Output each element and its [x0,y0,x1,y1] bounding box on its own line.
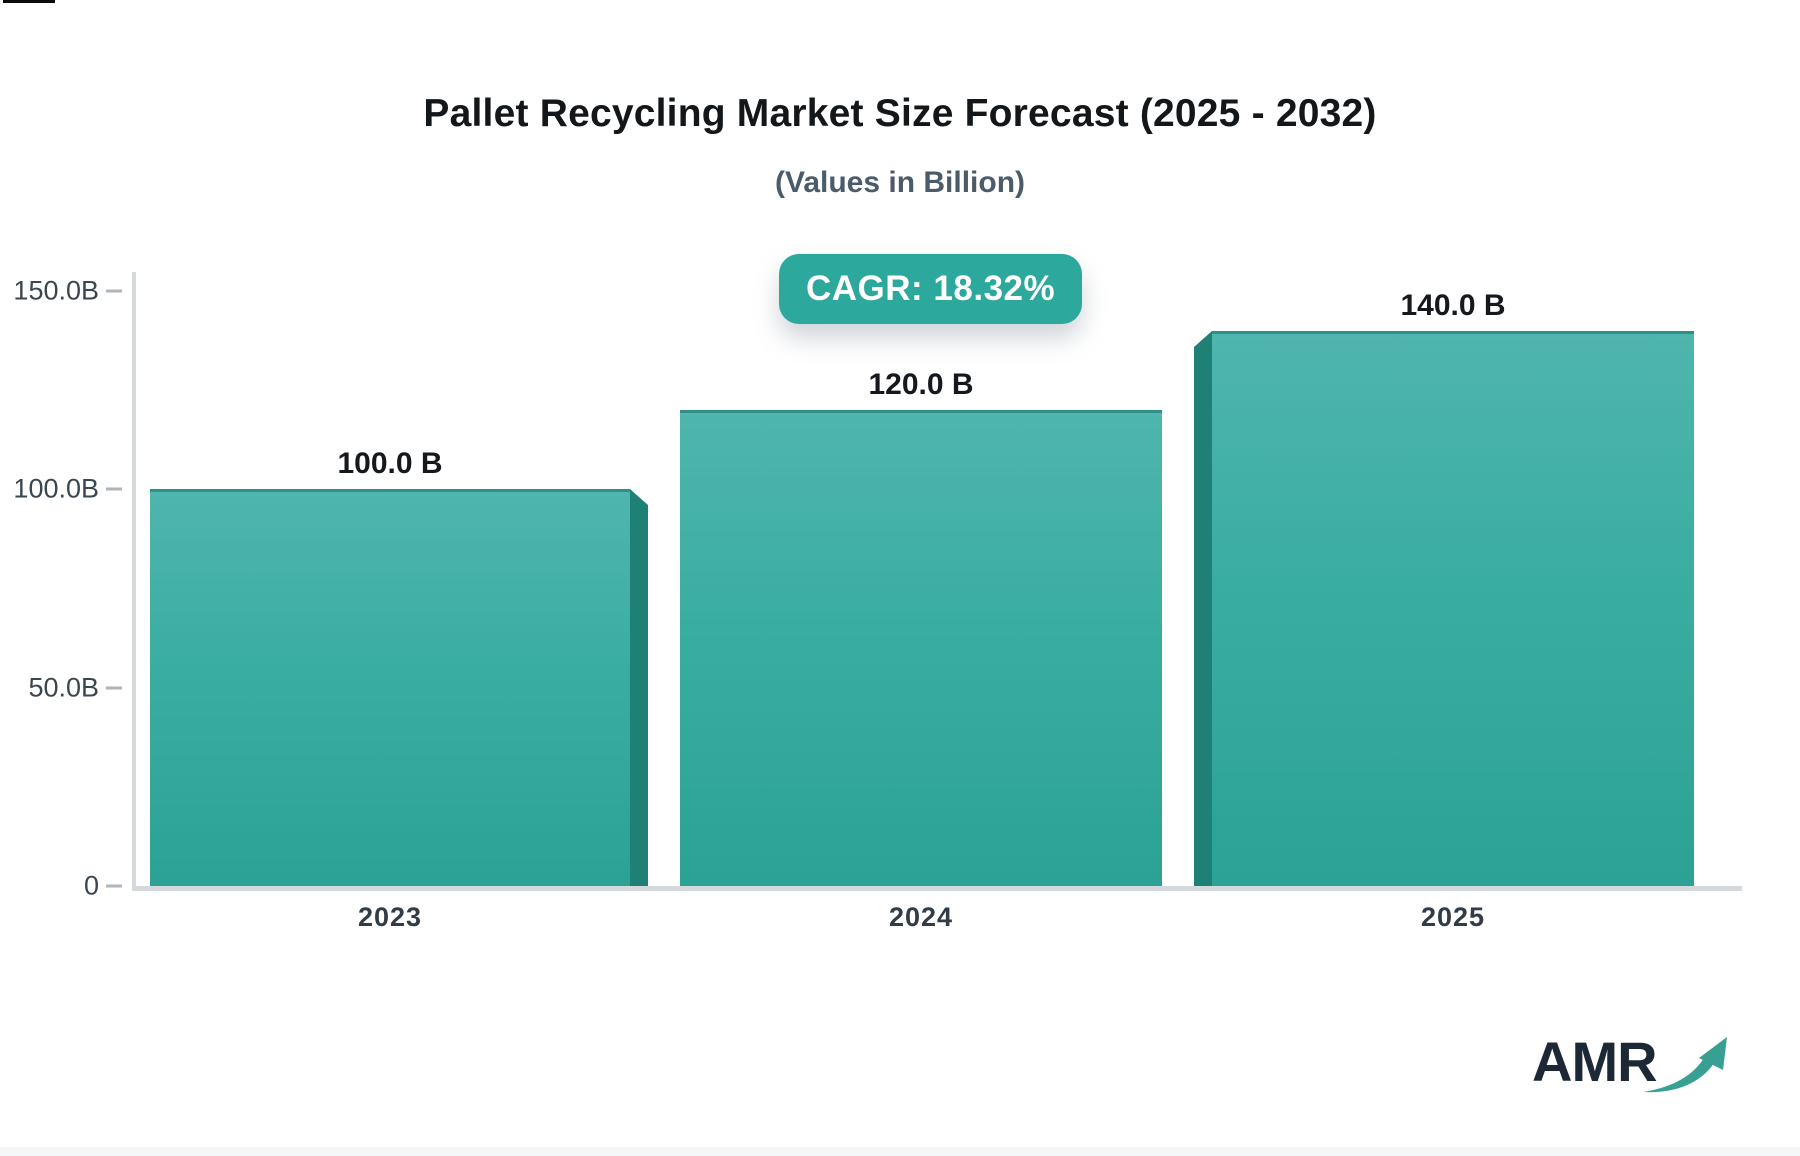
growth-arrow-icon [1642,1037,1727,1093]
bar-face [680,410,1162,886]
x-axis-label-2024: 2024 [888,902,954,932]
bar-face [150,489,630,886]
bar-value-label: 140.0 B [1400,289,1506,322]
cagr-badge: CAGR: 18.32% [779,254,1083,324]
y-tick-100: 100.0B [0,474,122,505]
bar-face [1212,331,1694,886]
bar-value-label: 100.0 B [337,447,443,480]
y-tick-150: 150.0B [0,276,122,307]
y-tick-label: 0 [83,870,99,901]
footer-strip [0,1147,1800,1156]
bar-value-label: 120.0 B [868,368,974,401]
y-tick-label: 50.0B [28,672,99,703]
y-tick-0: 0 [0,871,122,902]
x-axis-label-2025: 2025 [1420,902,1486,932]
amr-logo-text: AMR [1532,1030,1658,1093]
y-tick-50: 50.0B [0,672,122,703]
amr-logo: AMR [1532,1034,1729,1098]
y-axis-line [132,272,136,886]
y-tick-label: 150.0B [13,275,99,306]
chart-subtitle: (Values in Billion) [774,166,1026,199]
chart-title: Pallet Recycling Market Size Forecast (2… [423,92,1377,135]
y-tick-mark [106,289,122,293]
x-axis-label-2023: 2023 [357,902,423,932]
y-tick-mark [106,487,122,491]
x-axis-line [132,886,1742,891]
y-tick-mark [106,884,122,888]
y-tick-label: 100.0B [13,473,99,504]
y-tick-mark [106,686,122,690]
bar-3d-side [1194,331,1212,886]
top-edge-artifact [3,0,55,3]
bar-3d-side [630,489,648,886]
